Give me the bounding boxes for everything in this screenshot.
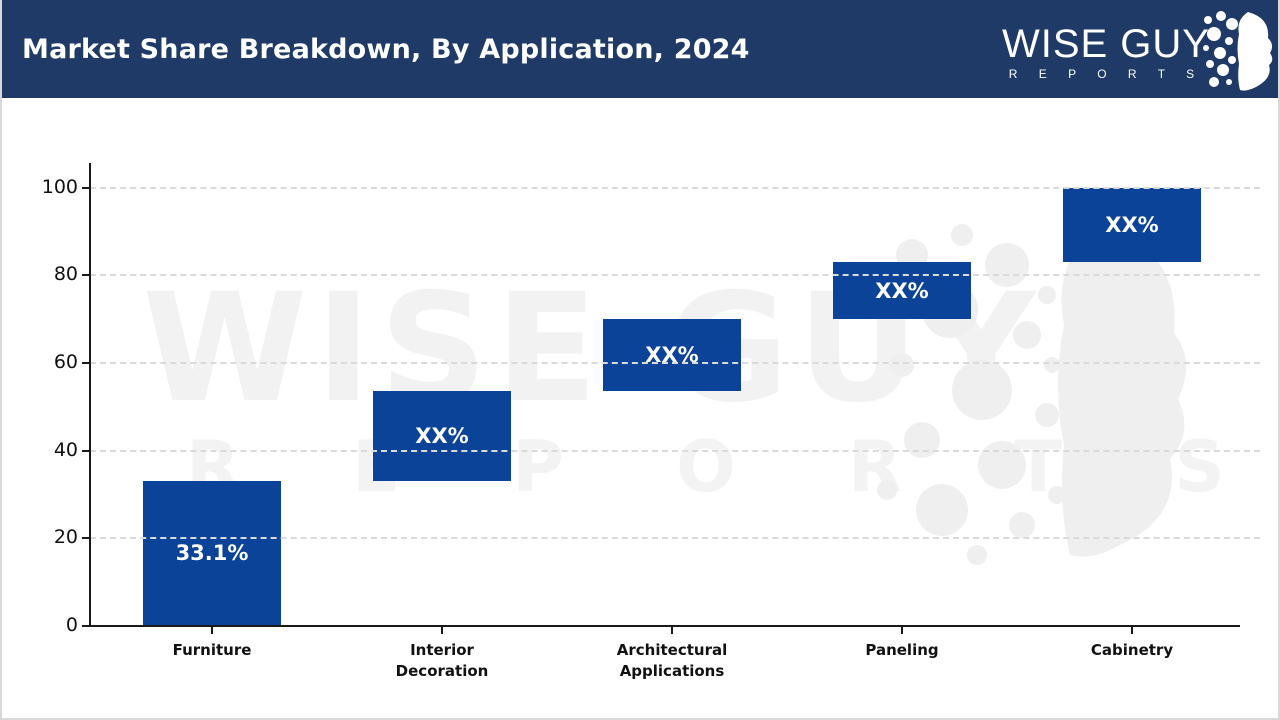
x-axis-line <box>89 625 1240 627</box>
x-tick-mark-1 <box>441 627 443 634</box>
x-tick-mark-2 <box>671 627 673 634</box>
bar-value-label: 33.1% <box>175 541 249 566</box>
gridline-y-100 <box>90 186 1260 189</box>
y-tick-label-40: 40 <box>53 438 78 461</box>
bar-value-label: XX% <box>415 424 469 449</box>
x-category-label-line: Interior <box>410 641 474 659</box>
x-tick-mark-4 <box>1131 627 1133 634</box>
y-tick-mark-40 <box>82 449 89 452</box>
y-tick-mark-20 <box>82 537 89 540</box>
bar-interior-decoration: XX% <box>373 391 511 481</box>
x-category-label: Cabinetry <box>1091 640 1173 661</box>
gridline-y-80 <box>90 274 1260 277</box>
bar-architectural-applications: XX% <box>603 319 741 392</box>
y-tick-label-0: 0 <box>65 614 78 636</box>
brand-logo-text: WISE GUY R E P O R T S <box>1002 24 1210 81</box>
bar-value-label: XX% <box>1105 212 1159 237</box>
y-tick-mark-60 <box>82 361 89 364</box>
x-category-label: Furniture <box>173 640 252 661</box>
y-tick-label-100: 100 <box>41 175 78 198</box>
x-category-label: Interior Decoration <box>396 640 489 682</box>
header-bar: Market Share Breakdown, By Application, … <box>2 0 1278 98</box>
bar-cabinetry: XX% <box>1063 187 1201 263</box>
x-category-label-line: Architectural <box>616 641 728 659</box>
brand-logo-subname: R E P O R T S <box>1008 67 1204 81</box>
y-tick-label-20: 20 <box>53 526 78 549</box>
y-tick-label-60: 60 <box>53 350 78 373</box>
x-category-label-line: Applications <box>619 662 725 680</box>
y-tick-label-80: 80 <box>53 263 78 286</box>
y-axis-line <box>89 163 91 627</box>
gridline-y-40 <box>90 449 1260 452</box>
brand-logo-name: WISE GUY <box>1001 22 1210 66</box>
bar-paneling: XX% <box>833 262 971 320</box>
bar-value-label: XX% <box>875 278 929 303</box>
x-category-label-line: Cabinetry <box>1090 641 1174 659</box>
y-tick-mark-100 <box>82 186 89 189</box>
brand-logo-head-icon <box>1203 11 1273 91</box>
x-tick-mark-3 <box>901 627 903 634</box>
bar-furniture: 33.1% <box>143 480 281 626</box>
x-tick-mark-0 <box>211 627 213 634</box>
y-tick-mark-80 <box>82 274 89 277</box>
chart-title: Market Share Breakdown, By Application, … <box>22 33 750 65</box>
x-category-label-line: Decoration <box>395 662 489 680</box>
x-category-label: Paneling <box>865 640 938 661</box>
x-category-label: Architectural Applications <box>617 640 727 682</box>
x-category-label-line: Paneling <box>865 641 939 659</box>
x-category-label-line: Furniture <box>172 641 252 659</box>
y-tick-mark-0 <box>82 625 89 627</box>
brand-logo: WISE GUY R E P O R T S <box>1002 6 1273 94</box>
gridline-y-20 <box>90 537 1260 540</box>
gridline-y-60 <box>90 361 1260 364</box>
